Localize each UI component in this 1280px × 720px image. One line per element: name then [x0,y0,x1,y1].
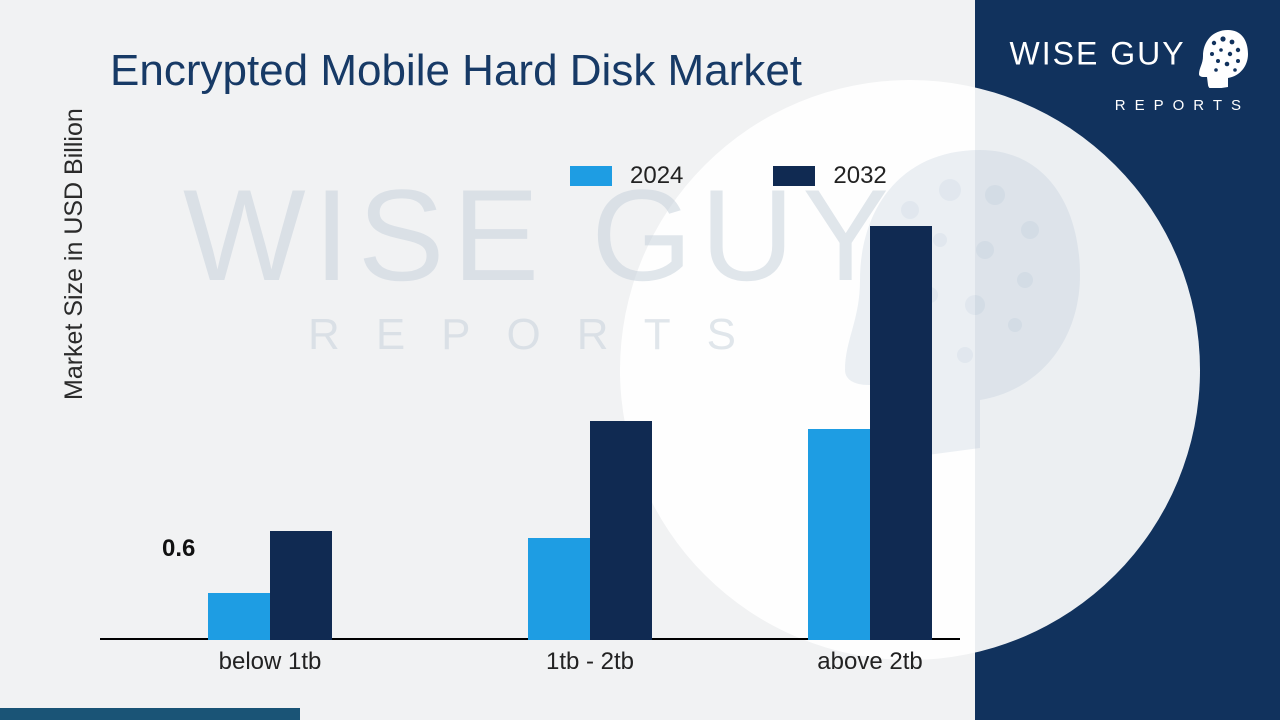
value-label: 0.6 [162,535,195,563]
y-axis-label: Market Size in USD Billion [60,108,89,400]
bottom-accent-bar [0,708,300,720]
bar-group: 1tb - 2tb [500,210,680,640]
bar [270,531,332,640]
legend-item-2032: 2032 [773,162,886,190]
brand-head-icon [1198,28,1250,93]
bar [870,226,932,640]
chart-title: Encrypted Mobile Hard Disk Market [110,46,802,96]
plot-area: below 1tb 1tb - 2tb above 2tb 0.6 [100,210,960,640]
bars [808,226,932,640]
bars [528,421,652,640]
brand-main: WISE GUY [1010,36,1186,72]
legend-swatch-2032 [773,166,815,186]
legend: 2024 2032 [570,162,887,190]
brand-sub: REPORTS [1010,97,1250,114]
legend-swatch-2024 [570,166,612,186]
bar [808,429,870,640]
category-label: below 1tb [219,648,322,676]
bar [590,421,652,640]
bar-group: above 2tb [780,210,960,640]
bar-group: below 1tb [180,210,360,640]
legend-label-2024: 2024 [630,162,683,190]
bars [208,531,332,640]
legend-label-2032: 2032 [833,162,886,190]
legend-item-2024: 2024 [570,162,683,190]
brand-logo: WISE GUY REPORTS [1010,28,1250,114]
bar [528,538,590,640]
bar [208,593,270,640]
category-label: 1tb - 2tb [546,648,634,676]
category-label: above 2tb [817,648,922,676]
canvas: WISE GUY REPORTS WISE GUY REPORTS Encryp [0,0,1280,720]
